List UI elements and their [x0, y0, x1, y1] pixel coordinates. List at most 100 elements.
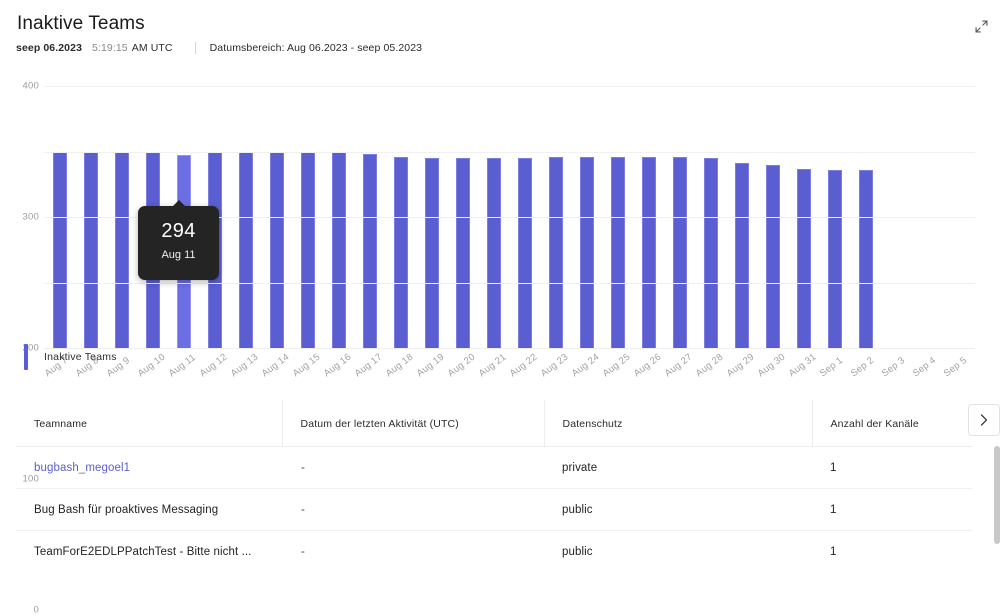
bar-slot[interactable]	[789, 86, 820, 348]
cell-last-activity: -	[282, 446, 544, 489]
bar-slot[interactable]	[510, 86, 541, 348]
x-axis-tick: Aug 18	[383, 351, 416, 380]
bar-slot[interactable]	[323, 86, 354, 348]
chart-bar[interactable]	[549, 157, 564, 348]
table-vertical-scrollbar[interactable]	[994, 446, 1000, 544]
chart-bar[interactable]	[331, 152, 346, 348]
bar-slot[interactable]	[478, 86, 509, 348]
chart-bar[interactable]	[642, 157, 657, 348]
bar-slot[interactable]	[665, 86, 696, 348]
chart-bar[interactable]	[766, 165, 781, 348]
chart-bar[interactable]	[486, 158, 501, 348]
chart-bar[interactable]	[735, 162, 750, 348]
teams-table: Teamname Datum der letzten Aktivität (UT…	[16, 400, 972, 563]
cell-last-activity: -	[282, 488, 544, 531]
y-axis-tick-200: 200	[22, 342, 39, 354]
chart-bar[interactable]	[393, 157, 408, 348]
x-axis-tick: Aug 22	[507, 351, 540, 380]
bar-slot[interactable]	[603, 86, 634, 348]
chart-bar[interactable]	[424, 158, 439, 348]
table-body: bugbash_megoel1- private 1 Bug Bash für pro…	[16, 446, 972, 563]
chart-bar[interactable]	[269, 152, 284, 348]
meta-divider	[194, 42, 196, 54]
table-header-row: Teamname Datum der letzten Aktivität (UT…	[16, 400, 972, 447]
table-row[interactable]: TeamForE2EDLPPatchTest - Bitte nicht ...…	[16, 530, 972, 563]
x-axis-tick: Aug 10	[135, 351, 168, 380]
chart-bar[interactable]	[797, 169, 812, 348]
chart-bar[interactable]	[238, 151, 253, 348]
cell-privacy: public	[544, 488, 812, 531]
bar-slot[interactable]	[292, 86, 323, 348]
chart-bar[interactable]	[300, 152, 315, 348]
bar-slot[interactable]	[416, 86, 447, 348]
x-axis-tick: Aug 13	[228, 351, 261, 380]
gridline-300: 300	[23, 151, 975, 223]
bar-slot[interactable]	[261, 86, 292, 348]
bar-slot[interactable]	[758, 86, 789, 348]
x-axis-tick: Aug 27	[663, 351, 695, 380]
chart-bar[interactable]	[455, 158, 470, 348]
chart-bar[interactable]	[52, 151, 67, 348]
y-axis-tick-300: 300	[22, 211, 39, 223]
bar-slot[interactable]	[696, 86, 727, 348]
chart-bar[interactable]	[859, 169, 874, 348]
bar-slot[interactable]	[851, 86, 882, 348]
x-axis-tick: Aug 14	[259, 351, 292, 380]
table-row[interactable]: bugbash_megoel1 - private 1	[16, 446, 972, 489]
table-row[interactable]: Bug Bash für proaktives Messaging - public…	[16, 488, 972, 531]
chart-bar[interactable]	[611, 156, 626, 348]
bar-slot[interactable]	[727, 86, 758, 348]
x-axis-tick: Aug 28	[694, 351, 726, 380]
expand-diagonal-glyph	[975, 20, 987, 32]
page-title: Inaktive Teams	[17, 13, 145, 34]
team-name-link[interactable]: bugbash_megoel1	[34, 462, 131, 474]
legend-swatch-icon	[24, 344, 28, 370]
bar-slot[interactable]	[572, 86, 603, 348]
x-axis-tick: Aug 23	[538, 351, 571, 380]
column-header-last-activity[interactable]: Datum der letzten Aktivität (UTC)	[282, 400, 545, 447]
bar-slot[interactable]	[354, 86, 385, 348]
x-axis-tick: Aug 24	[569, 351, 602, 380]
chart-bar[interactable]	[362, 154, 377, 348]
generated-time: 5:19:15	[92, 42, 128, 54]
bar-slot[interactable]	[820, 86, 851, 348]
bar-slot[interactable]	[541, 86, 572, 348]
next-page-button[interactable]	[968, 404, 1000, 436]
x-axis-tick: Sep 4	[911, 354, 939, 380]
cell-teamname: TeamForE2EDLPPatchTest - Bitte nicht ...	[16, 530, 282, 563]
x-axis-tick: Aug 16	[321, 351, 354, 380]
legend-label: Inaktive Teams	[44, 351, 117, 363]
chevron-right-icon	[980, 414, 988, 426]
x-axis-tick: Aug 19	[414, 351, 447, 380]
cell-channel-count: 1	[812, 530, 972, 563]
chart-legend[interactable]: Inaktive Teams	[24, 342, 117, 372]
cell-channel-count: 1	[812, 446, 972, 489]
x-axis-tick: Aug 17	[352, 351, 385, 380]
x-axis-tick: Aug 12	[197, 351, 230, 380]
generated-date: seep 06.2023	[16, 42, 83, 54]
chart-bar[interactable]	[83, 151, 98, 348]
tooltip-value: 294	[161, 220, 196, 242]
chart-bar[interactable]	[518, 158, 533, 348]
chart-bar[interactable]	[114, 151, 129, 348]
x-axis-tick: Aug 20	[445, 351, 478, 380]
teams-table-container: Teamname Datum der letzten Aktivität (UT…	[16, 400, 972, 563]
cell-privacy: public	[544, 530, 812, 563]
column-header-privacy[interactable]: Datenschutz	[544, 400, 813, 447]
column-header-channels[interactable]: Anzahl der Kanäle	[812, 400, 972, 447]
chart-bar[interactable]	[704, 158, 719, 348]
x-axis-tick: Aug 30	[756, 351, 788, 380]
chart-bar[interactable]	[580, 157, 595, 348]
cell-teamname: Bug Bash für proaktives Messaging	[16, 488, 282, 531]
x-axis-tick: Sep 2	[849, 354, 877, 380]
chart-x-axis-labels: Aug 7 Aug 8 Aug 9 Aug 10 Aug 11 Aug 12 Aug 13 A…	[42, 350, 975, 386]
chart-bar[interactable]	[673, 157, 688, 348]
chart-bar[interactable]	[828, 169, 843, 348]
report-meta: seep 06.2023 5:19:15 AM UTC Datumsbereic…	[16, 41, 987, 55]
bar-slot[interactable]	[634, 86, 665, 348]
expand-diagonal-icon[interactable]	[968, 13, 994, 39]
bar-slot[interactable]	[385, 86, 416, 348]
bar-slot[interactable]	[447, 86, 478, 348]
gridline-200: 200	[23, 217, 975, 354]
column-header-teamname[interactable]: Teamname	[16, 400, 283, 447]
